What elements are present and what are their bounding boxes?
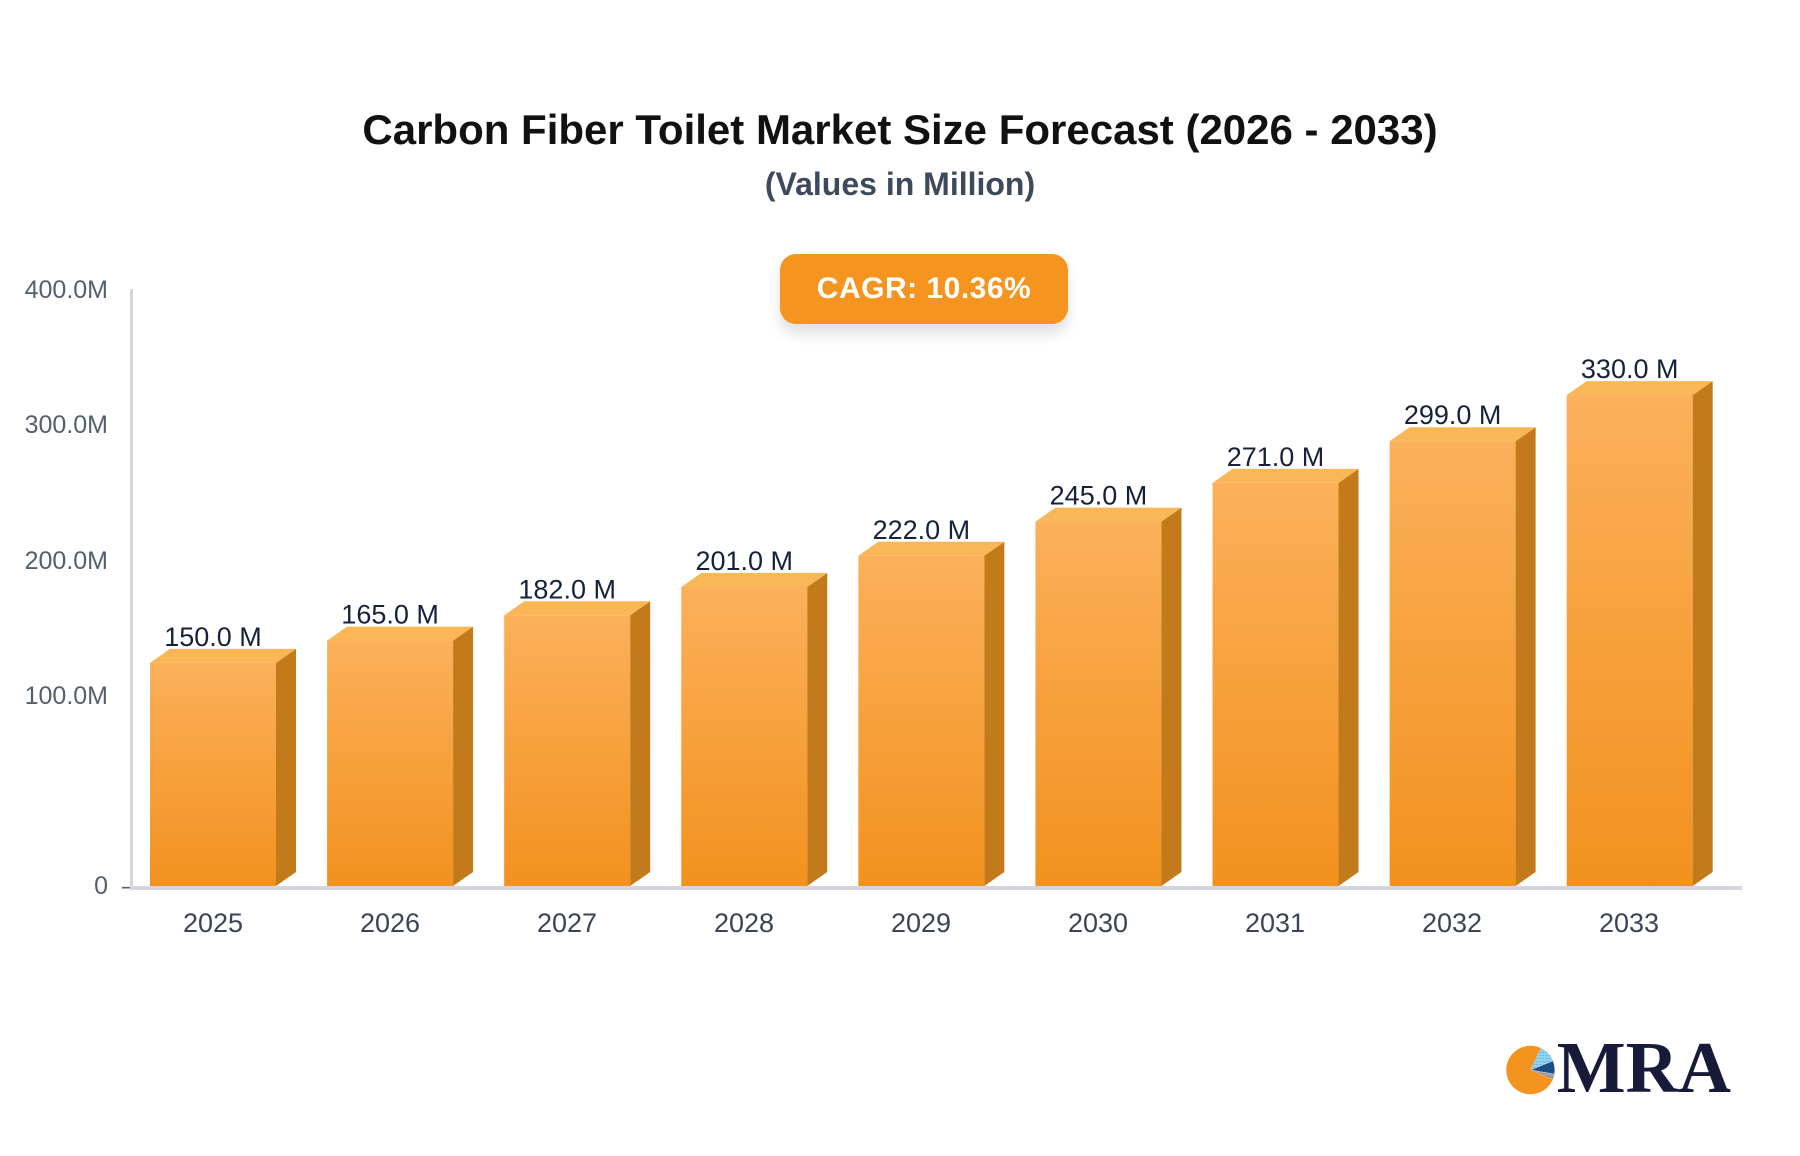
svg-text:0: 0: [94, 872, 108, 900]
svg-text:271.0 M: 271.0 M: [1227, 442, 1325, 472]
svg-text:400.0M: 400.0M: [25, 276, 108, 304]
svg-text:150.0 M: 150.0 M: [164, 622, 262, 652]
svg-text:2033: 2033: [1599, 908, 1659, 938]
svg-text:2031: 2031: [1245, 908, 1305, 938]
svg-text:330.0 M: 330.0 M: [1581, 354, 1679, 384]
svg-text:201.0 M: 201.0 M: [695, 546, 793, 576]
svg-text:2032: 2032: [1422, 908, 1482, 938]
svg-text:2030: 2030: [1068, 908, 1128, 938]
svg-text:300.0M: 300.0M: [25, 411, 108, 439]
svg-text:2028: 2028: [714, 908, 774, 938]
svg-text:299.0 M: 299.0 M: [1404, 400, 1502, 430]
svg-text:MRA: MRA: [1557, 1027, 1732, 1108]
svg-text:222.0 M: 222.0 M: [873, 515, 971, 545]
svg-text:2025: 2025: [183, 908, 243, 938]
svg-text:100.0M: 100.0M: [25, 682, 108, 710]
svg-text:2026: 2026: [360, 908, 420, 938]
svg-text:245.0 M: 245.0 M: [1050, 481, 1148, 511]
svg-text:200.0M: 200.0M: [25, 547, 108, 575]
svg-text:182.0 M: 182.0 M: [518, 574, 616, 604]
svg-text:165.0 M: 165.0 M: [341, 600, 439, 630]
svg-text:2027: 2027: [537, 908, 597, 938]
svg-text:2029: 2029: [891, 908, 951, 938]
